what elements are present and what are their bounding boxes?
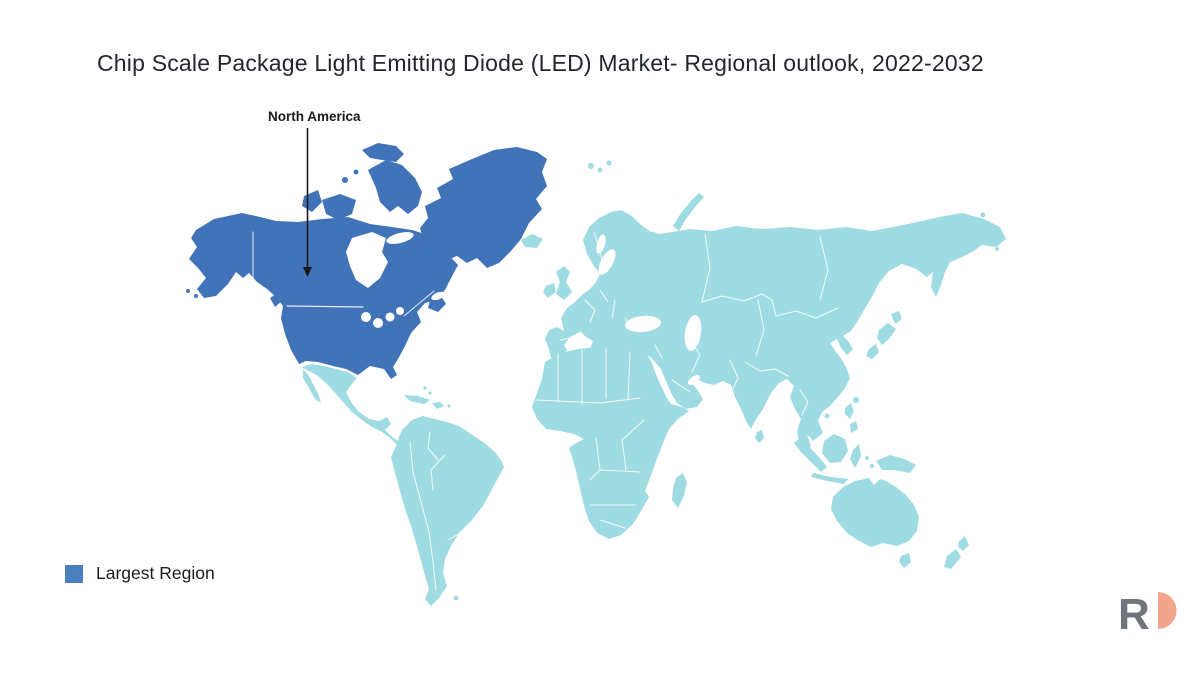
region-cuba: [404, 395, 430, 404]
region-ellesmere-island: [362, 143, 404, 162]
annotation-north-america: North America: [268, 109, 361, 277]
region-new-guinea: [876, 455, 916, 473]
water-sea-okhotsk: [886, 280, 910, 306]
logo-letter-r: R: [1118, 590, 1150, 639]
water-black-sea: [625, 315, 661, 333]
legend-swatch-rect: [65, 564, 83, 583]
region-sakhalin: [856, 287, 866, 320]
water-hudson-bay: [346, 232, 388, 288]
water-st-lawrence: [431, 291, 445, 301]
water-hudson-strait: [386, 232, 414, 244]
region-island: [995, 247, 999, 251]
water-persian-gulf: [687, 375, 701, 385]
water-baltic-sea: [598, 249, 616, 275]
region-island: [428, 391, 432, 395]
region-sulawesi: [850, 444, 861, 468]
region-island: [447, 404, 451, 408]
region-tasmania: [899, 553, 911, 568]
map-regions-other: [301, 160, 1006, 606]
brand-logo: R: [1118, 590, 1177, 639]
region-vancouver-island: [270, 292, 283, 307]
region-aleutian-island: [194, 294, 198, 298]
region-japan-kyushu: [866, 344, 879, 359]
region-svalbard: [588, 163, 594, 169]
water-great-lake: [396, 307, 404, 315]
map-region-north-america: [186, 143, 547, 379]
region-victoria-island: [322, 194, 356, 220]
region-baja: [303, 369, 321, 403]
region-sri-lanka: [755, 430, 764, 443]
region-sumatra: [794, 439, 827, 472]
region-south-america: [391, 416, 504, 606]
region-madagascar: [672, 473, 687, 508]
region-falkland: [453, 595, 459, 601]
region-arctic-island: [342, 177, 348, 183]
region-svalbard: [606, 160, 612, 166]
region-island: [865, 456, 869, 460]
region-island: [870, 464, 874, 468]
water-white-sea: [648, 224, 656, 232]
region-svalbard: [597, 167, 603, 173]
region-baffin-island: [368, 160, 422, 214]
region-philippines-mindanao: [850, 421, 858, 433]
region-new-zealand-south: [944, 549, 961, 569]
region-ireland: [543, 283, 556, 298]
region-island: [423, 386, 427, 390]
region-wrangel: [980, 212, 986, 218]
region-japan-hokkaido: [891, 311, 902, 324]
region-na-mainland: [189, 213, 458, 379]
water-caspian-sea: [684, 315, 702, 351]
region-banks-island: [302, 190, 322, 212]
annotation-arrowhead-icon: [303, 267, 312, 277]
region-eurasia: [545, 210, 1006, 453]
region-philippines-luzon: [845, 403, 854, 419]
legend-label: Largest Region: [96, 563, 215, 583]
region-iceland: [521, 234, 543, 248]
region-aleutian-island: [186, 289, 190, 293]
map-country-borders: [252, 231, 839, 591]
region-borneo: [822, 434, 848, 463]
region-mexico-central-america: [301, 364, 416, 459]
region-africa: [532, 345, 689, 539]
region-newfoundland: [428, 296, 446, 312]
legend: Largest Region: [65, 563, 215, 584]
water-great-lake: [361, 312, 371, 322]
region-new-zealand-north: [958, 536, 969, 551]
region-novaya-zemlya: [673, 193, 704, 231]
region-java: [811, 473, 849, 484]
map-water-overlays: [346, 224, 910, 385]
logo-half-disc-icon: [1158, 592, 1177, 629]
region-hainan: [824, 413, 830, 419]
annotation-label: North America: [268, 109, 361, 124]
region-greenland: [420, 147, 547, 268]
region-uk: [556, 266, 572, 300]
region-australia: [831, 478, 919, 547]
water-great-lake: [373, 318, 383, 328]
page-title: Chip Scale Package Light Emitting Diode …: [97, 50, 984, 76]
water-great-lake: [385, 312, 395, 322]
region-arctic-island: [353, 169, 359, 175]
region-taiwan: [853, 397, 859, 403]
legend-swatch: [65, 564, 83, 583]
region-japan-honshu: [877, 323, 896, 345]
region-hispaniola: [432, 402, 444, 409]
